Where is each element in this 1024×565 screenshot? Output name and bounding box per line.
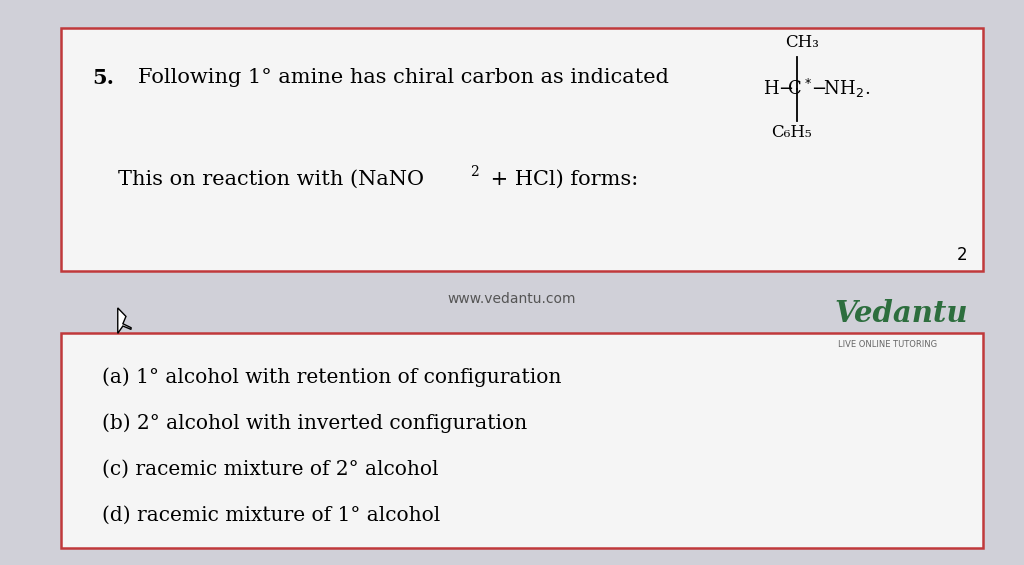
- Text: LIVE ONLINE TUTORING: LIVE ONLINE TUTORING: [838, 340, 937, 349]
- Text: (d) racemic mixture of 1° alcohol: (d) racemic mixture of 1° alcohol: [102, 506, 440, 525]
- Text: 2: 2: [470, 165, 479, 179]
- Text: + HCl) forms:: + HCl) forms:: [484, 170, 639, 189]
- Text: Following 1° amine has chiral carbon as indicated: Following 1° amine has chiral carbon as …: [138, 68, 676, 87]
- Polygon shape: [118, 308, 131, 333]
- Text: (c) racemic mixture of 2° alcohol: (c) racemic mixture of 2° alcohol: [102, 460, 439, 479]
- Text: Vedantu: Vedantu: [835, 299, 968, 328]
- Text: (a) 1° alcohol with retention of configuration: (a) 1° alcohol with retention of configu…: [102, 367, 562, 387]
- Text: CH₃: CH₃: [785, 34, 819, 51]
- Text: (b) 2° alcohol with inverted configuration: (b) 2° alcohol with inverted configurati…: [102, 414, 527, 433]
- Text: www.vedantu.com: www.vedantu.com: [447, 293, 577, 306]
- FancyBboxPatch shape: [61, 28, 983, 271]
- Text: This on reaction with (NaNO: This on reaction with (NaNO: [118, 170, 424, 189]
- Text: 5.: 5.: [92, 68, 114, 88]
- Text: 2: 2: [957, 246, 968, 264]
- Text: H$-\!\!$C$^*\!\!-\!\!$NH$_2$.: H$-\!\!$C$^*\!\!-\!\!$NH$_2$.: [763, 77, 870, 100]
- FancyBboxPatch shape: [61, 333, 983, 548]
- Text: C₆H₅: C₆H₅: [771, 124, 812, 141]
